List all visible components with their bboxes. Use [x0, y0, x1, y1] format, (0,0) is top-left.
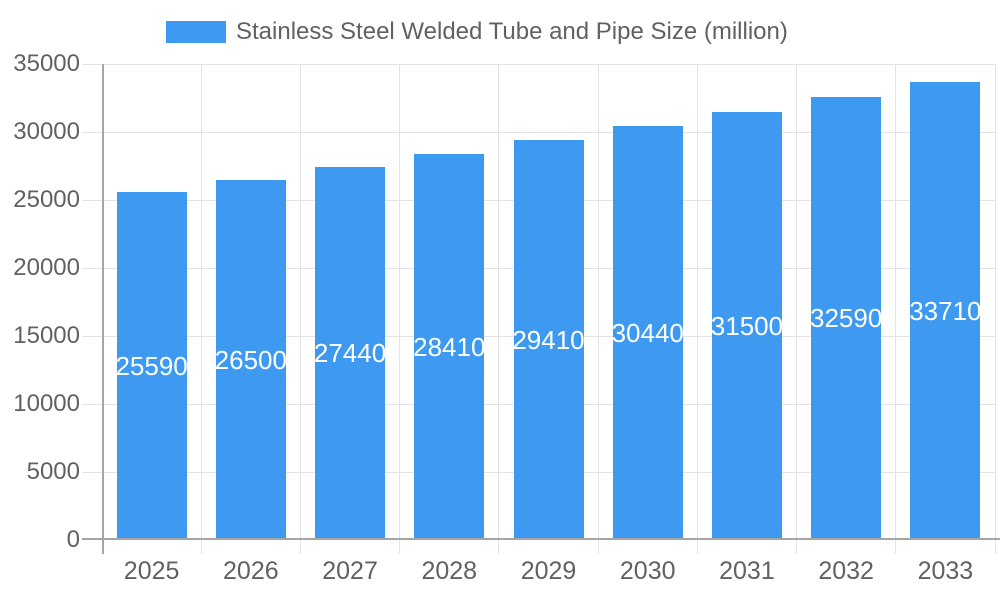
- bar-2031[interactable]: [711, 111, 782, 538]
- x-axis-line: [82, 538, 1000, 540]
- y-tick-label: 25000: [13, 186, 80, 213]
- x-tick-label-2026: 2026: [223, 557, 279, 585]
- x-tick-label-2029: 2029: [520, 557, 577, 585]
- plot-area: 0 5000 10000 15000 20000 25000 30000 35000 25590…: [13, 52, 1000, 584]
- legend-swatch: [166, 21, 226, 43]
- v-gridline: [299, 64, 301, 554]
- bar-2027[interactable]: [315, 166, 386, 538]
- v-gridline: [200, 64, 202, 554]
- bar-2026[interactable]: [215, 179, 286, 538]
- x-tick-label-2027: 2027: [322, 557, 378, 585]
- bar-value-label: 29410: [512, 325, 585, 355]
- chart-legend[interactable]: Stainless Steel Welded Tube and Pipe Siz…: [166, 20, 788, 44]
- bar-value-label: 28410: [413, 331, 486, 362]
- y-axis-line: [102, 64, 104, 554]
- x-tick-label-2031: 2031: [719, 557, 775, 585]
- x-tick-label-2033: 2033: [917, 557, 974, 585]
- y-tick-label: 10000: [13, 390, 80, 417]
- bar-2032[interactable]: [811, 96, 882, 538]
- y-tick-label: 0: [66, 526, 80, 553]
- bar-value-label: 31500: [710, 310, 784, 341]
- bar-2025[interactable]: [116, 191, 187, 538]
- bar-2029[interactable]: [513, 140, 584, 538]
- v-gridline: [895, 64, 897, 554]
- y-tick-label: 30000: [13, 118, 80, 145]
- y-tick-label: 35000: [13, 50, 80, 77]
- v-gridline: [994, 64, 996, 554]
- bar-2028[interactable]: [414, 153, 485, 538]
- y-tick-label: 5000: [26, 458, 80, 485]
- x-tick-label-2025: 2025: [123, 557, 180, 585]
- bar-value-label: 27440: [313, 338, 387, 369]
- x-tick-label-2030: 2030: [619, 557, 676, 585]
- v-gridline: [796, 64, 798, 554]
- bar-value-label: 33710: [909, 295, 982, 326]
- h-gridline: [82, 63, 995, 65]
- bar-value-label: 25590: [115, 350, 188, 381]
- y-tick-label: 20000: [13, 254, 80, 281]
- y-tick-label: 15000: [13, 322, 80, 349]
- bar-value-label: 30440: [611, 318, 684, 348]
- legend-label: Stainless Steel Welded Tube and Pipe Siz…: [236, 18, 788, 45]
- bar-value-label: 32590: [810, 303, 883, 334]
- bar-2030[interactable]: [612, 126, 683, 538]
- bar-value-label: 26500: [214, 344, 287, 375]
- bar-2033[interactable]: [910, 81, 981, 538]
- v-gridline: [696, 64, 698, 554]
- v-gridline: [597, 64, 599, 554]
- v-gridline: [399, 64, 401, 554]
- x-tick-label-2032: 2032: [818, 557, 874, 585]
- v-gridline: [498, 64, 500, 554]
- h-gridline: [82, 131, 995, 133]
- x-tick-label-2028: 2028: [421, 557, 478, 585]
